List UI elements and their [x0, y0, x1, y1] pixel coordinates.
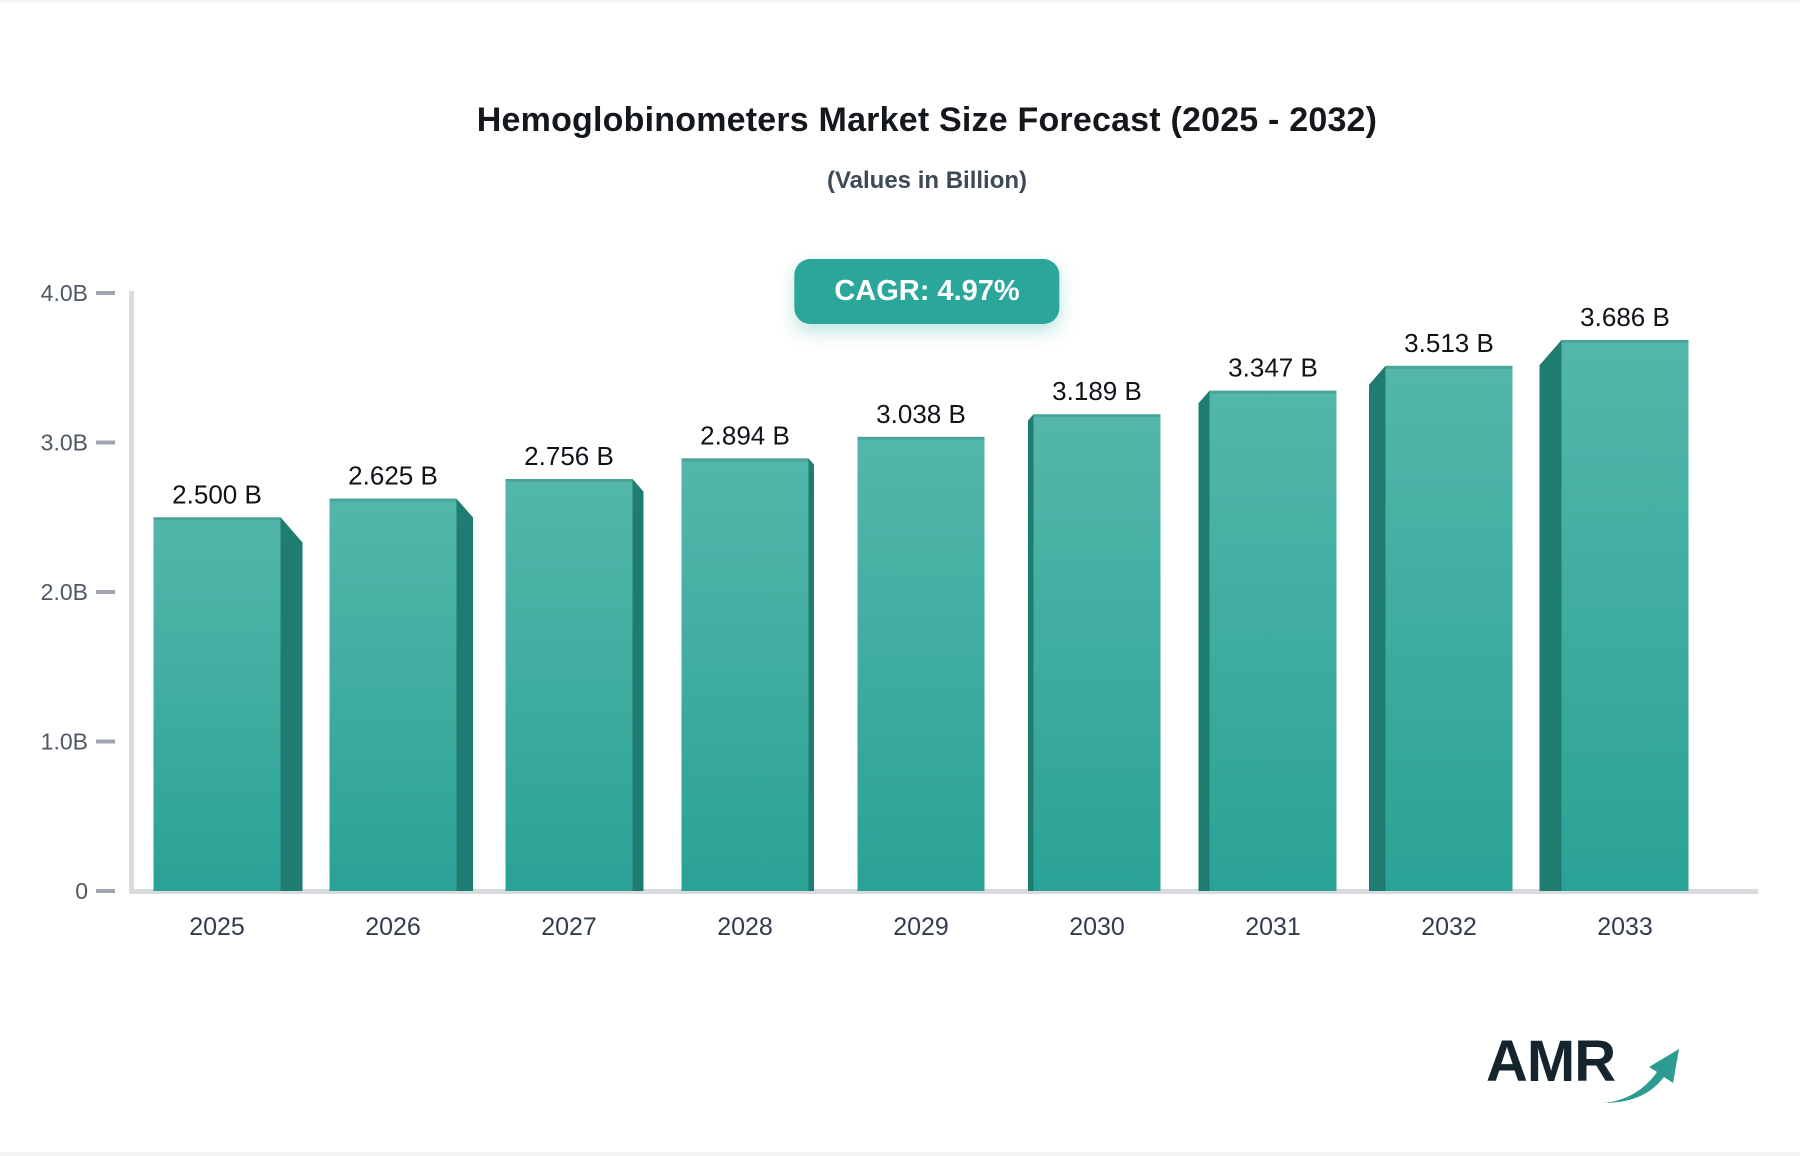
bar-chart-plot: 4.0B 3.0B 2.0B 1.0B 0 2.500 B 2025 2.625 B 2026 2… — [41, 280, 1758, 941]
x-axis-year-label: 2031 — [1245, 913, 1301, 941]
bar-2031: 3.347 B — [1198, 353, 1337, 891]
bar-value-label: 2.894 B — [700, 420, 790, 450]
x-axis-year-label: 2027 — [541, 913, 597, 941]
x-axis-year-label: 2033 — [1597, 913, 1653, 941]
bar-main-face — [857, 436, 985, 891]
bar-side-face — [1369, 365, 1386, 891]
bar-value-label: 3.686 B — [1580, 302, 1670, 332]
x-axis-year-label: 2029 — [893, 913, 949, 941]
bar-2026: 2.625 B — [329, 461, 473, 891]
bar-top-edge — [1209, 390, 1337, 394]
bar-main-face — [1561, 339, 1689, 891]
bar-side-face — [456, 498, 473, 891]
y-tick-dash — [96, 291, 115, 295]
bar-2033: 3.686 B — [1539, 302, 1689, 891]
bar-2032: 3.513 B — [1369, 328, 1513, 891]
y-axis-line — [129, 291, 134, 891]
y-tick-label: 3.0B — [41, 430, 88, 456]
growth-arrow-icon — [1603, 1049, 1680, 1103]
bar-value-label: 2.500 B — [172, 479, 262, 509]
bar-2027: 2.756 B — [505, 441, 644, 891]
x-axis-year-label: 2030 — [1069, 913, 1125, 941]
cagr-badge: CAGR: 4.97% — [794, 259, 1060, 324]
bar-main-face — [505, 478, 633, 891]
bar-main-face — [681, 458, 809, 891]
bar-main-face — [153, 517, 281, 891]
y-tick-dash — [96, 590, 115, 594]
bar-top-edge — [857, 436, 985, 440]
x-axis-year-label: 2025 — [189, 913, 245, 941]
bar-side-face — [632, 478, 644, 891]
bar-2030: 3.189 B — [1028, 376, 1161, 891]
bar-main-face — [1209, 390, 1337, 891]
bar-main-face — [329, 498, 457, 891]
x-axis-line — [129, 889, 1758, 894]
chart-subtitle: (Values in Billion) — [826, 167, 1028, 194]
y-tick-dash — [96, 889, 115, 893]
bar-main-face — [1033, 414, 1161, 891]
bar-side-face — [1198, 390, 1210, 891]
x-axis-year-label: 2028 — [717, 913, 773, 941]
bar-top-edge — [1385, 365, 1513, 369]
bar-top-edge — [505, 478, 633, 482]
chart-title: Hemoglobinometers Market Size Forecast (… — [476, 101, 1378, 139]
y-tick-label: 0 — [75, 878, 88, 904]
amr-logo: AMR — [1486, 1033, 1685, 1109]
bar-value-label: 3.513 B — [1404, 328, 1494, 358]
bar-2028: 2.894 B — [681, 420, 814, 891]
y-tick-label: 4.0B — [41, 280, 88, 306]
bar-side-face — [1539, 339, 1562, 891]
y-tick-dash — [96, 739, 115, 744]
bar-2029: 3.038 B — [857, 399, 985, 891]
bar-2025: 2.500 B — [153, 479, 303, 891]
bar-top-edge — [329, 498, 457, 502]
y-tick-label: 1.0B — [41, 729, 88, 755]
bar-value-label: 3.347 B — [1228, 353, 1318, 383]
y-tick-label: 2.0B — [41, 579, 88, 605]
bar-side-face — [1028, 414, 1034, 891]
bar-value-label: 2.625 B — [348, 461, 438, 491]
bar-top-edge — [1561, 339, 1689, 343]
x-axis-year-label: 2026 — [365, 913, 421, 941]
bar-top-edge — [1033, 414, 1161, 418]
bar-side-face — [280, 517, 303, 891]
bar-value-label: 3.189 B — [1052, 376, 1142, 406]
bar-top-edge — [153, 517, 281, 521]
bar-top-edge — [681, 458, 809, 462]
bar-value-label: 3.038 B — [876, 399, 966, 429]
amr-logo-text: AMR — [1486, 1029, 1616, 1094]
bar-value-label: 2.756 B — [524, 441, 614, 471]
bar-main-face — [1385, 365, 1513, 891]
bar-side-face — [808, 458, 814, 891]
y-tick-dash — [96, 440, 115, 445]
x-axis-year-label: 2032 — [1421, 913, 1477, 941]
